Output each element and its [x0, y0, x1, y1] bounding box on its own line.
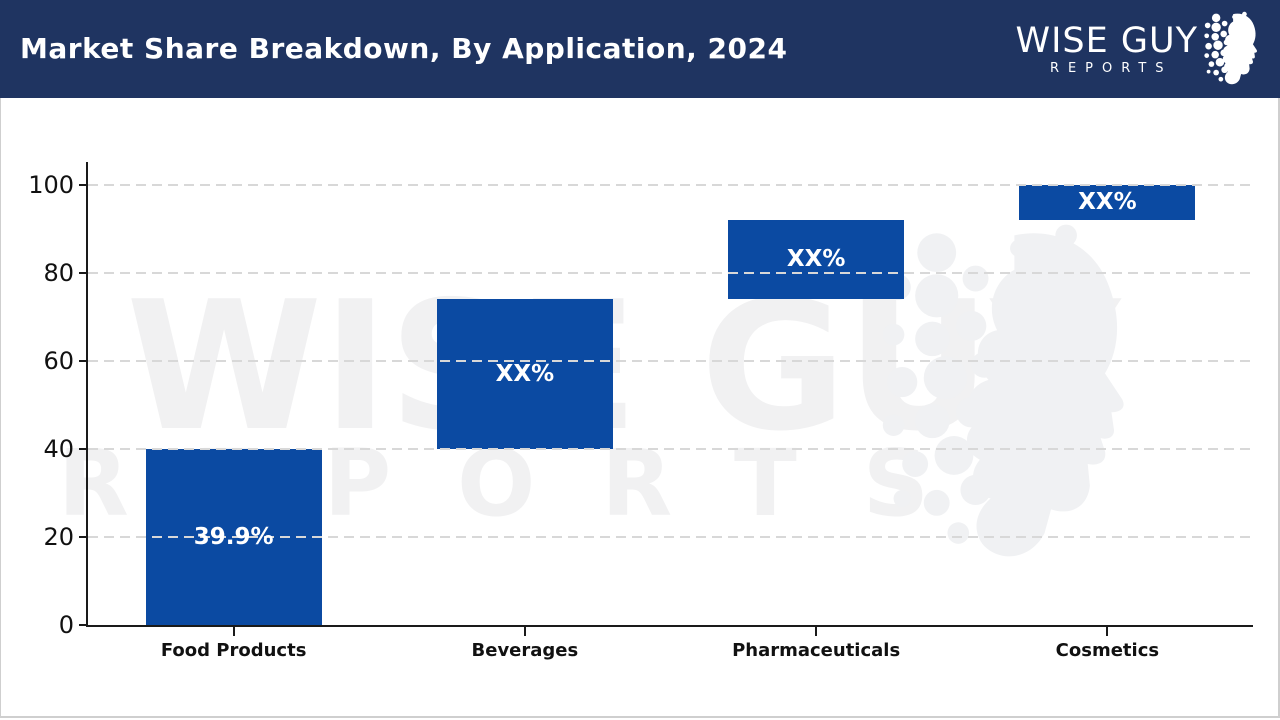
- y-tick-label-100: 100: [28, 171, 74, 199]
- bar-cosmetics: [1019, 185, 1196, 220]
- x-tick-label-food-products: Food Products: [160, 640, 307, 661]
- x-tick-cosmetics: [1106, 627, 1109, 636]
- logo-text: WISE GUY REPORTS: [1015, 22, 1198, 77]
- x-tick-food-products: [232, 627, 235, 636]
- y-tick-label-0: 0: [58, 611, 74, 639]
- y-tick-100: [79, 184, 87, 186]
- page-title: Market Share Breakdown, By Application, …: [20, 32, 788, 65]
- gridline-20: [88, 536, 1253, 538]
- gridline-60: [88, 360, 1253, 362]
- y-axis-spine: [86, 162, 88, 627]
- header-bar: Market Share Breakdown, By Application, …: [0, 0, 1280, 98]
- chart-frame: [0, 98, 1280, 718]
- bar-value-label-pharmaceuticals: XX%: [786, 246, 846, 273]
- bar-beverages: [436, 298, 613, 450]
- x-tick-label-cosmetics: Cosmetics: [1055, 640, 1160, 661]
- x-tick-beverages: [523, 627, 526, 636]
- dotted-face-logo-icon: [1202, 10, 1268, 88]
- bar-value-label-beverages: XX%: [495, 360, 555, 387]
- bar-value-label-cosmetics: XX%: [1078, 189, 1137, 216]
- x-tick-label-pharmaceuticals: Pharmaceuticals: [732, 640, 901, 661]
- gridline-40: [88, 448, 1253, 450]
- y-tick-label-20: 20: [43, 523, 74, 551]
- bar-pharmaceuticals: [728, 219, 905, 299]
- y-tick-label-80: 80: [43, 259, 74, 287]
- bar-value-label-food-products: 39.9%: [193, 524, 274, 551]
- logo-subtitle: REPORTS: [1049, 61, 1173, 77]
- y-tick-20: [79, 536, 87, 538]
- y-tick-label-60: 60: [43, 347, 74, 375]
- x-tick-pharmaceuticals: [815, 627, 818, 636]
- gridline-80: [88, 272, 1253, 274]
- wise-guy-reports-logo: WISE GUY REPORTS: [1015, 8, 1268, 90]
- x-tick-label-beverages: Beverages: [471, 640, 579, 661]
- y-tick-80: [79, 272, 87, 274]
- gridline-100: [88, 184, 1253, 186]
- y-tick-60: [79, 360, 87, 362]
- y-tick-0: [79, 624, 87, 626]
- x-axis-spine: [86, 625, 1253, 627]
- y-tick-40: [79, 448, 87, 450]
- logo-wordmark: WISE GUY: [1015, 20, 1198, 61]
- y-tick-label-40: 40: [43, 435, 74, 463]
